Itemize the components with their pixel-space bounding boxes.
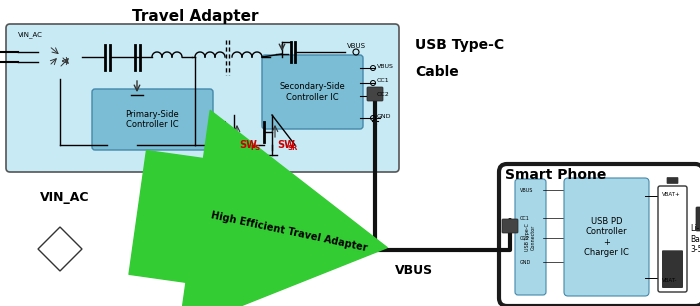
Text: GND: GND [520, 259, 531, 264]
Text: VBAT-: VBAT- [662, 278, 678, 282]
Text: VBUS: VBUS [377, 64, 394, 69]
Text: VIN_AC: VIN_AC [40, 192, 90, 204]
Text: Li-ion
Battery
3-5Ah: Li-ion Battery 3-5Ah [690, 224, 700, 254]
Text: High Efficient Travel Adapter: High Efficient Travel Adapter [210, 211, 368, 253]
Text: USB Type-C
Connector: USB Type-C Connector [525, 223, 536, 251]
Text: Travel Adapter: Travel Adapter [132, 9, 258, 24]
FancyBboxPatch shape [262, 55, 363, 129]
Text: CC1: CC1 [520, 215, 530, 221]
FancyBboxPatch shape [92, 89, 213, 150]
Text: VIN_AC: VIN_AC [18, 32, 43, 38]
Text: Primary-Side
Controller IC: Primary-Side Controller IC [125, 110, 179, 129]
FancyBboxPatch shape [367, 87, 383, 101]
Text: Smart Phone: Smart Phone [505, 168, 606, 182]
Text: CC2: CC2 [377, 91, 390, 96]
FancyBboxPatch shape [499, 164, 700, 306]
FancyBboxPatch shape [515, 179, 546, 295]
FancyBboxPatch shape [6, 24, 399, 172]
Text: Secondary-Side
Controller IC: Secondary-Side Controller IC [279, 82, 345, 102]
FancyBboxPatch shape [658, 186, 687, 292]
Text: SR: SR [288, 145, 298, 151]
Text: USB PD
Controller
+
Charger IC: USB PD Controller + Charger IC [584, 217, 629, 257]
Text: USB Type-C: USB Type-C [415, 38, 504, 52]
Text: VBUS: VBUS [347, 43, 366, 49]
Text: Cable: Cable [415, 65, 458, 79]
Text: PS: PS [250, 145, 260, 151]
Text: VBUS: VBUS [520, 188, 533, 192]
Text: CC2: CC2 [520, 236, 530, 241]
Text: SW: SW [277, 140, 295, 150]
FancyBboxPatch shape [502, 219, 518, 233]
FancyBboxPatch shape [667, 177, 678, 184]
Text: VBUS: VBUS [395, 263, 433, 277]
FancyBboxPatch shape [696, 207, 700, 231]
FancyBboxPatch shape [564, 178, 649, 296]
Text: GND: GND [377, 114, 391, 118]
Text: SW: SW [239, 140, 257, 150]
Text: VBAT+: VBAT+ [662, 192, 680, 196]
Text: CC1: CC1 [377, 79, 390, 84]
FancyBboxPatch shape [662, 250, 683, 288]
